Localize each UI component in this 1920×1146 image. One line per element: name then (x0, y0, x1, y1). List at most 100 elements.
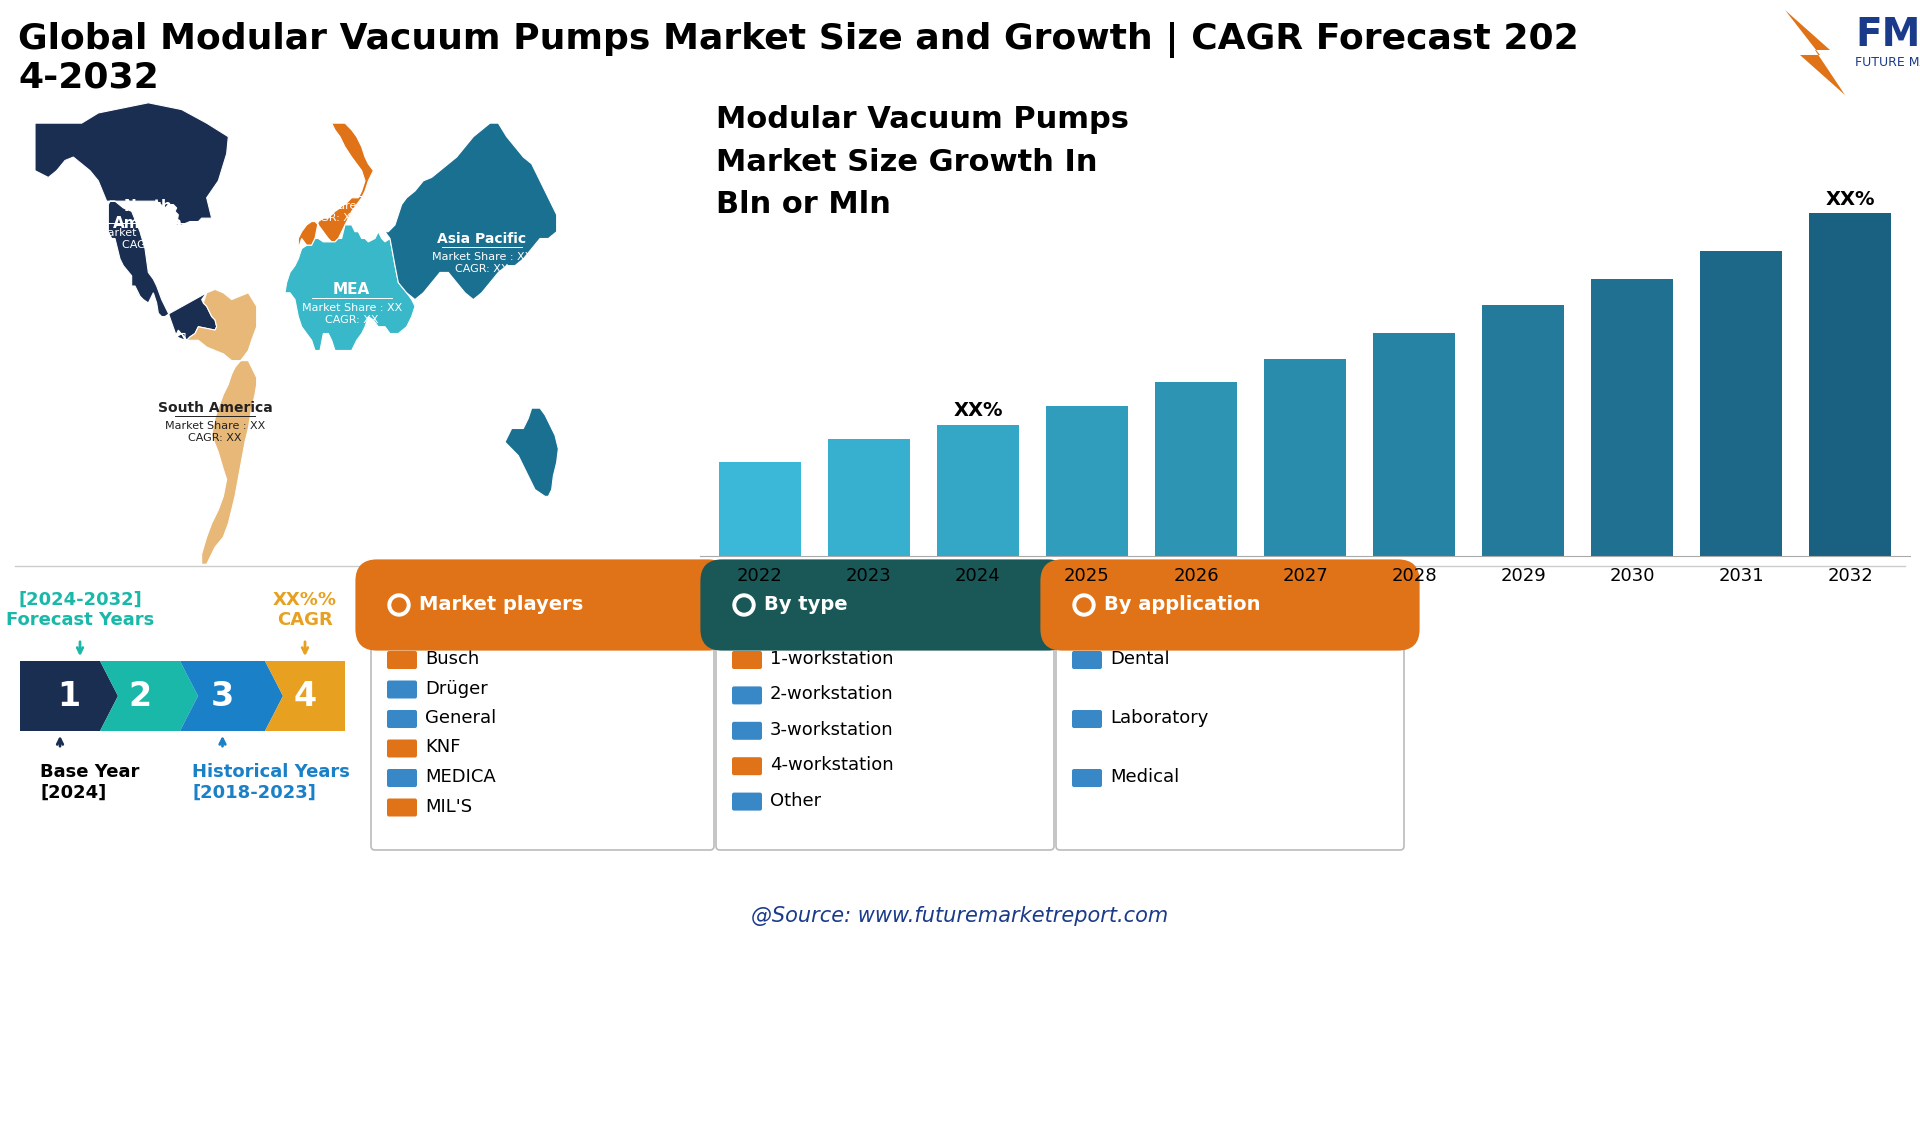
Text: Market Share : XX: Market Share : XX (432, 252, 532, 261)
FancyBboxPatch shape (388, 739, 417, 758)
Text: [2024]: [2024] (40, 784, 106, 802)
FancyBboxPatch shape (1071, 651, 1102, 669)
FancyBboxPatch shape (388, 769, 417, 787)
Text: CAGR: XX: CAGR: XX (188, 433, 242, 444)
Text: South America: South America (157, 401, 273, 415)
Text: FMR: FMR (1855, 16, 1920, 54)
Text: Market players: Market players (419, 596, 584, 614)
Text: Market Share : XX: Market Share : XX (98, 228, 198, 238)
FancyBboxPatch shape (1071, 711, 1102, 728)
Text: MIL'S: MIL'S (424, 798, 472, 816)
Circle shape (388, 594, 411, 617)
FancyBboxPatch shape (701, 559, 1069, 651)
Text: Market Share : XX: Market Share : XX (301, 303, 401, 313)
Polygon shape (100, 661, 198, 731)
Text: 4-2032: 4-2032 (17, 60, 159, 94)
Circle shape (733, 594, 755, 617)
Bar (1482, 305, 1565, 556)
Text: Market Share : XX: Market Share : XX (282, 201, 382, 211)
Text: Forecast Years: Forecast Years (6, 611, 154, 629)
FancyBboxPatch shape (732, 722, 762, 740)
FancyBboxPatch shape (388, 651, 417, 669)
Text: KNF: KNF (424, 738, 461, 756)
Text: CAGR: CAGR (276, 611, 332, 629)
FancyBboxPatch shape (388, 681, 417, 699)
Text: [2018-2023]: [2018-2023] (192, 784, 317, 802)
Bar (828, 439, 910, 556)
Text: XX%: XX% (952, 401, 1002, 421)
FancyBboxPatch shape (732, 686, 762, 705)
Text: 3: 3 (211, 680, 234, 713)
Bar (1699, 251, 1782, 556)
Text: 4-workstation: 4-workstation (770, 756, 893, 775)
Text: Asia Pacific: Asia Pacific (438, 231, 526, 245)
Polygon shape (298, 123, 372, 249)
Text: Bln or Mln: Bln or Mln (716, 190, 891, 219)
Bar (1046, 406, 1127, 556)
Text: Global Modular Vacuum Pumps Market Size and Growth | CAGR Forecast 202: Global Modular Vacuum Pumps Market Size … (17, 22, 1578, 58)
FancyBboxPatch shape (716, 576, 1054, 850)
Circle shape (737, 598, 751, 612)
Text: XX%: XX% (1826, 190, 1874, 209)
Text: @Source: www.futuremarketreport.com: @Source: www.futuremarketreport.com (751, 906, 1169, 926)
FancyBboxPatch shape (1056, 576, 1404, 850)
Text: Dental: Dental (1110, 650, 1169, 668)
Text: By type: By type (764, 596, 847, 614)
Polygon shape (182, 290, 257, 564)
Text: Europe: Europe (303, 181, 359, 195)
Text: Modular Vacuum Pumps: Modular Vacuum Pumps (716, 105, 1129, 134)
Text: By application: By application (1104, 596, 1261, 614)
Text: Base Year: Base Year (40, 763, 140, 782)
FancyBboxPatch shape (732, 651, 762, 669)
Text: Market Size Growth In: Market Size Growth In (716, 148, 1098, 176)
Bar (937, 424, 1020, 556)
Text: CAGR: XX: CAGR: XX (324, 314, 378, 324)
Text: FUTURE MARKET REPORT: FUTURE MARKET REPORT (1855, 56, 1920, 70)
Text: Market Share : XX: Market Share : XX (165, 422, 265, 431)
Bar (1156, 383, 1236, 556)
Polygon shape (35, 103, 228, 340)
Text: 2: 2 (129, 680, 152, 713)
Polygon shape (372, 123, 557, 299)
Text: CAGR: XX: CAGR: XX (455, 264, 509, 274)
Polygon shape (284, 225, 415, 351)
Polygon shape (180, 661, 282, 731)
Text: Medical: Medical (1110, 768, 1179, 786)
FancyBboxPatch shape (1071, 769, 1102, 787)
Circle shape (1073, 594, 1094, 617)
FancyBboxPatch shape (388, 711, 417, 728)
Text: Drüger: Drüger (424, 680, 488, 698)
Text: North
America: North America (113, 198, 182, 231)
FancyBboxPatch shape (371, 576, 714, 850)
Text: 1: 1 (58, 680, 81, 713)
Circle shape (392, 598, 405, 612)
Text: General: General (424, 709, 495, 727)
Polygon shape (1786, 10, 1845, 95)
Circle shape (1077, 598, 1091, 612)
FancyBboxPatch shape (732, 758, 762, 775)
Text: Other: Other (770, 792, 822, 809)
Text: CAGR: XX: CAGR: XX (121, 240, 175, 250)
Text: XX%%: XX%% (273, 591, 338, 609)
Text: 2-workstation: 2-workstation (770, 685, 893, 704)
Text: MEDICA: MEDICA (424, 768, 495, 786)
Polygon shape (265, 661, 346, 731)
Text: [2024-2032]: [2024-2032] (17, 591, 142, 609)
Text: MEA: MEA (332, 282, 371, 297)
FancyBboxPatch shape (355, 559, 730, 651)
Text: 3-workstation: 3-workstation (770, 721, 893, 739)
Polygon shape (19, 661, 117, 731)
Text: Busch: Busch (424, 650, 480, 668)
Text: 1-workstation: 1-workstation (770, 650, 893, 668)
FancyBboxPatch shape (732, 793, 762, 810)
Text: 4: 4 (294, 680, 317, 713)
FancyBboxPatch shape (388, 799, 417, 816)
Text: Laboratory: Laboratory (1110, 709, 1208, 727)
Bar (1373, 333, 1455, 556)
Text: CAGR: XX: CAGR: XX (305, 213, 359, 222)
Bar (720, 462, 801, 556)
FancyBboxPatch shape (1041, 559, 1419, 651)
Text: Historical Years: Historical Years (192, 763, 349, 782)
Bar (1592, 280, 1672, 556)
Polygon shape (505, 408, 559, 496)
